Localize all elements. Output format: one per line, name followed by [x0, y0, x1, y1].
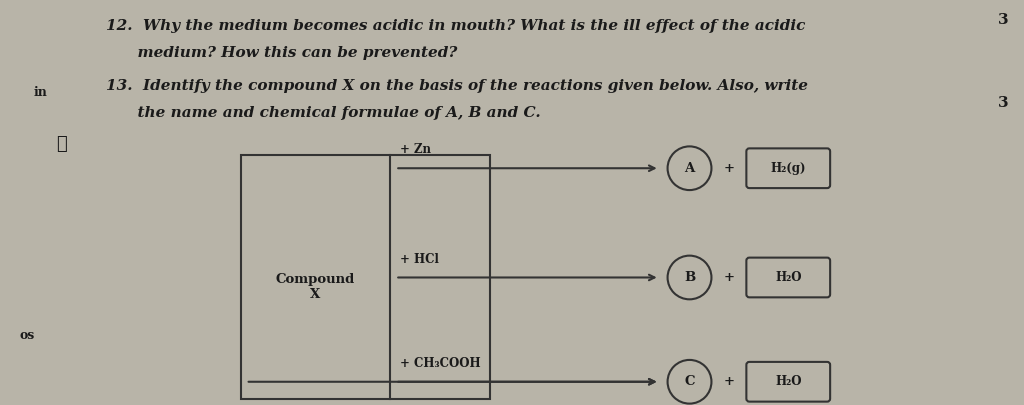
Text: +: + [724, 375, 735, 388]
Text: H₂(g): H₂(g) [770, 162, 806, 175]
Text: +: + [724, 271, 735, 284]
Text: C: C [684, 375, 694, 388]
Bar [241, 156, 490, 399]
Text: 3: 3 [998, 96, 1009, 110]
Text: in: in [34, 86, 47, 99]
Text: + Zn: + Zn [400, 143, 431, 156]
Text: medium? How this can be prevented?: medium? How this can be prevented? [106, 46, 458, 60]
Text: 12.  Why the medium becomes acidic in mouth? What is the ill effect of the acidi: 12. Why the medium becomes acidic in mou… [106, 19, 806, 33]
Text: A: A [684, 162, 694, 175]
Text: + CH₃COOH: + CH₃COOH [400, 357, 481, 370]
Text: os: os [19, 329, 35, 342]
Text: 13.  Identify the compound X on the basis of the reactions given below. Also, wr: 13. Identify the compound X on the basis… [106, 79, 808, 93]
Text: ✓: ✓ [56, 135, 67, 153]
Text: +: + [724, 162, 735, 175]
Text: + HCl: + HCl [400, 253, 439, 266]
Text: H₂O: H₂O [775, 271, 802, 284]
Text: Compound
X: Compound X [275, 273, 355, 301]
Text: 3: 3 [998, 13, 1009, 27]
Text: B: B [684, 271, 695, 284]
Text: H₂O: H₂O [775, 375, 802, 388]
Text: the name and chemical formulae of A, B and C.: the name and chemical formulae of A, B a… [106, 106, 541, 119]
